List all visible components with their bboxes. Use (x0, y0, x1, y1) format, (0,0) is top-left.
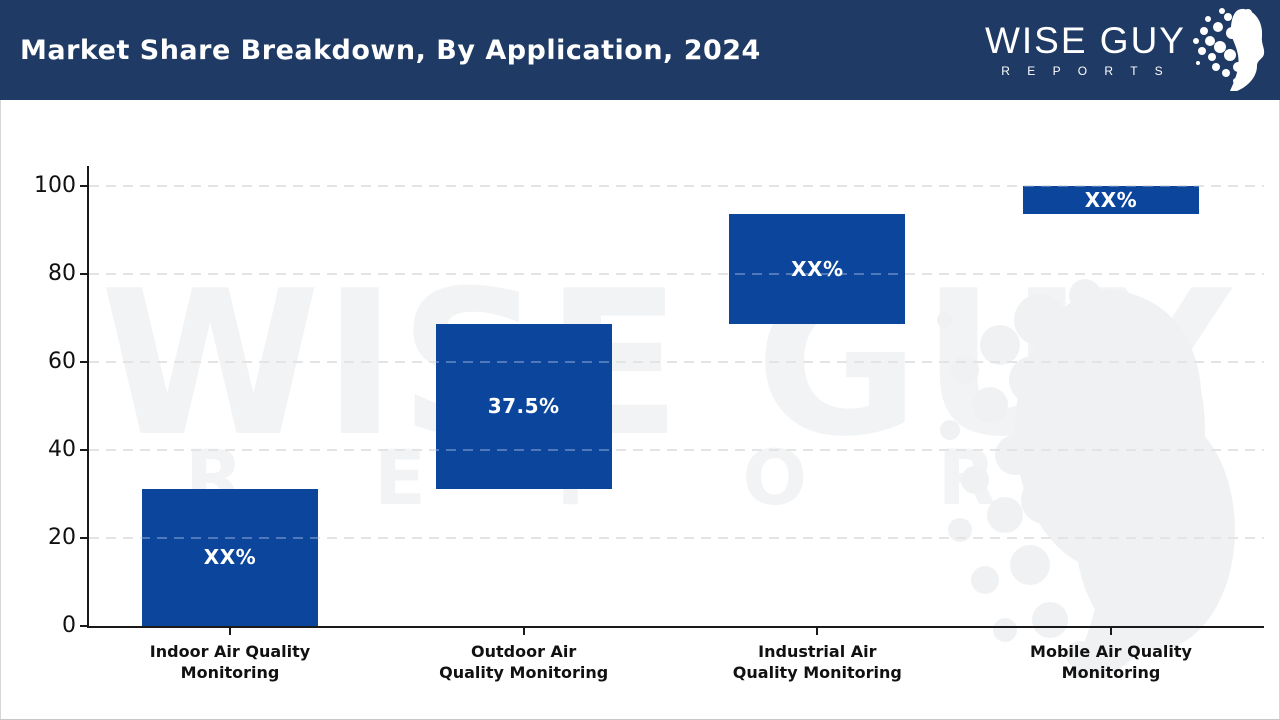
brand-subtitle: R E P O R T S (1001, 64, 1170, 78)
brand-name: WISE GUY (984, 20, 1186, 61)
category-label-line: Quality Monitoring (732, 663, 902, 682)
y-tick-label: 80 (48, 261, 76, 286)
y-tick-mark (80, 537, 87, 539)
category-label-line: Monitoring (1061, 663, 1161, 682)
y-axis-line (87, 166, 89, 627)
y-tick-mark (80, 361, 87, 363)
brand-logo: WISE GUY R E P O R T S (985, 3, 1266, 97)
category-label-line: Monitoring (180, 663, 280, 682)
y-tick-mark (80, 185, 87, 187)
bar-value-label: XX% (791, 256, 844, 281)
category-label-line: Quality Monitoring (439, 663, 609, 682)
bar-value-label: 37.5% (487, 394, 560, 418)
category-label-line: Industrial Air (758, 642, 877, 661)
bar: 37.5% (435, 323, 612, 489)
y-tick-label: 40 (48, 437, 76, 462)
y-tick-label: 60 (48, 349, 76, 374)
gridline-overlay (89, 537, 1264, 539)
x-tick-mark (816, 628, 819, 635)
x-tick-mark (1110, 628, 1112, 635)
gridline-overlay (89, 273, 1264, 275)
category-label-line: Outdoor Air (471, 642, 577, 661)
category-label: Outdoor Air Quality Monitoring (384, 641, 664, 683)
y-tick-label: 20 (48, 525, 76, 550)
bar: XX% (142, 488, 318, 626)
gridline-overlay (89, 361, 1264, 363)
bar: XX% (729, 213, 906, 324)
brand-logo-text: WISE GUY R E P O R T S (985, 21, 1186, 79)
gridline-overlay (89, 449, 1264, 451)
bar: XX% (1023, 186, 1199, 214)
y-tick-label: 0 (62, 613, 76, 638)
logo-face-icon (1188, 3, 1266, 97)
gridline (89, 537, 1264, 539)
y-tick-label: 100 (34, 173, 76, 198)
gridline (89, 449, 1264, 451)
header-banner: Market Share Breakdown, By Application, … (0, 0, 1280, 100)
category-label: Indoor Air Quality Monitoring (90, 641, 370, 683)
x-axis-line (87, 626, 1264, 628)
category-label: Mobile Air Quality Monitoring (971, 641, 1251, 683)
x-tick-mark (522, 628, 525, 635)
gridline (89, 185, 1264, 187)
y-tick-mark (80, 449, 87, 451)
gridline (89, 361, 1264, 363)
y-tick-mark (80, 273, 87, 275)
bar-value-label: XX% (1084, 187, 1138, 212)
watermark-face-icon (855, 200, 1275, 704)
gridline (89, 273, 1264, 275)
category-label: Industrial Air Quality Monitoring (677, 641, 957, 683)
y-tick-mark (80, 625, 87, 627)
category-label-line: Indoor Air Quality (149, 642, 311, 661)
category-label-line: Mobile Air Quality (1030, 642, 1192, 661)
gridline-overlay (89, 185, 1264, 187)
bar-value-label: XX% (203, 545, 257, 570)
page-title: Market Share Breakdown, By Application, … (20, 34, 761, 66)
x-tick-mark (229, 628, 231, 635)
